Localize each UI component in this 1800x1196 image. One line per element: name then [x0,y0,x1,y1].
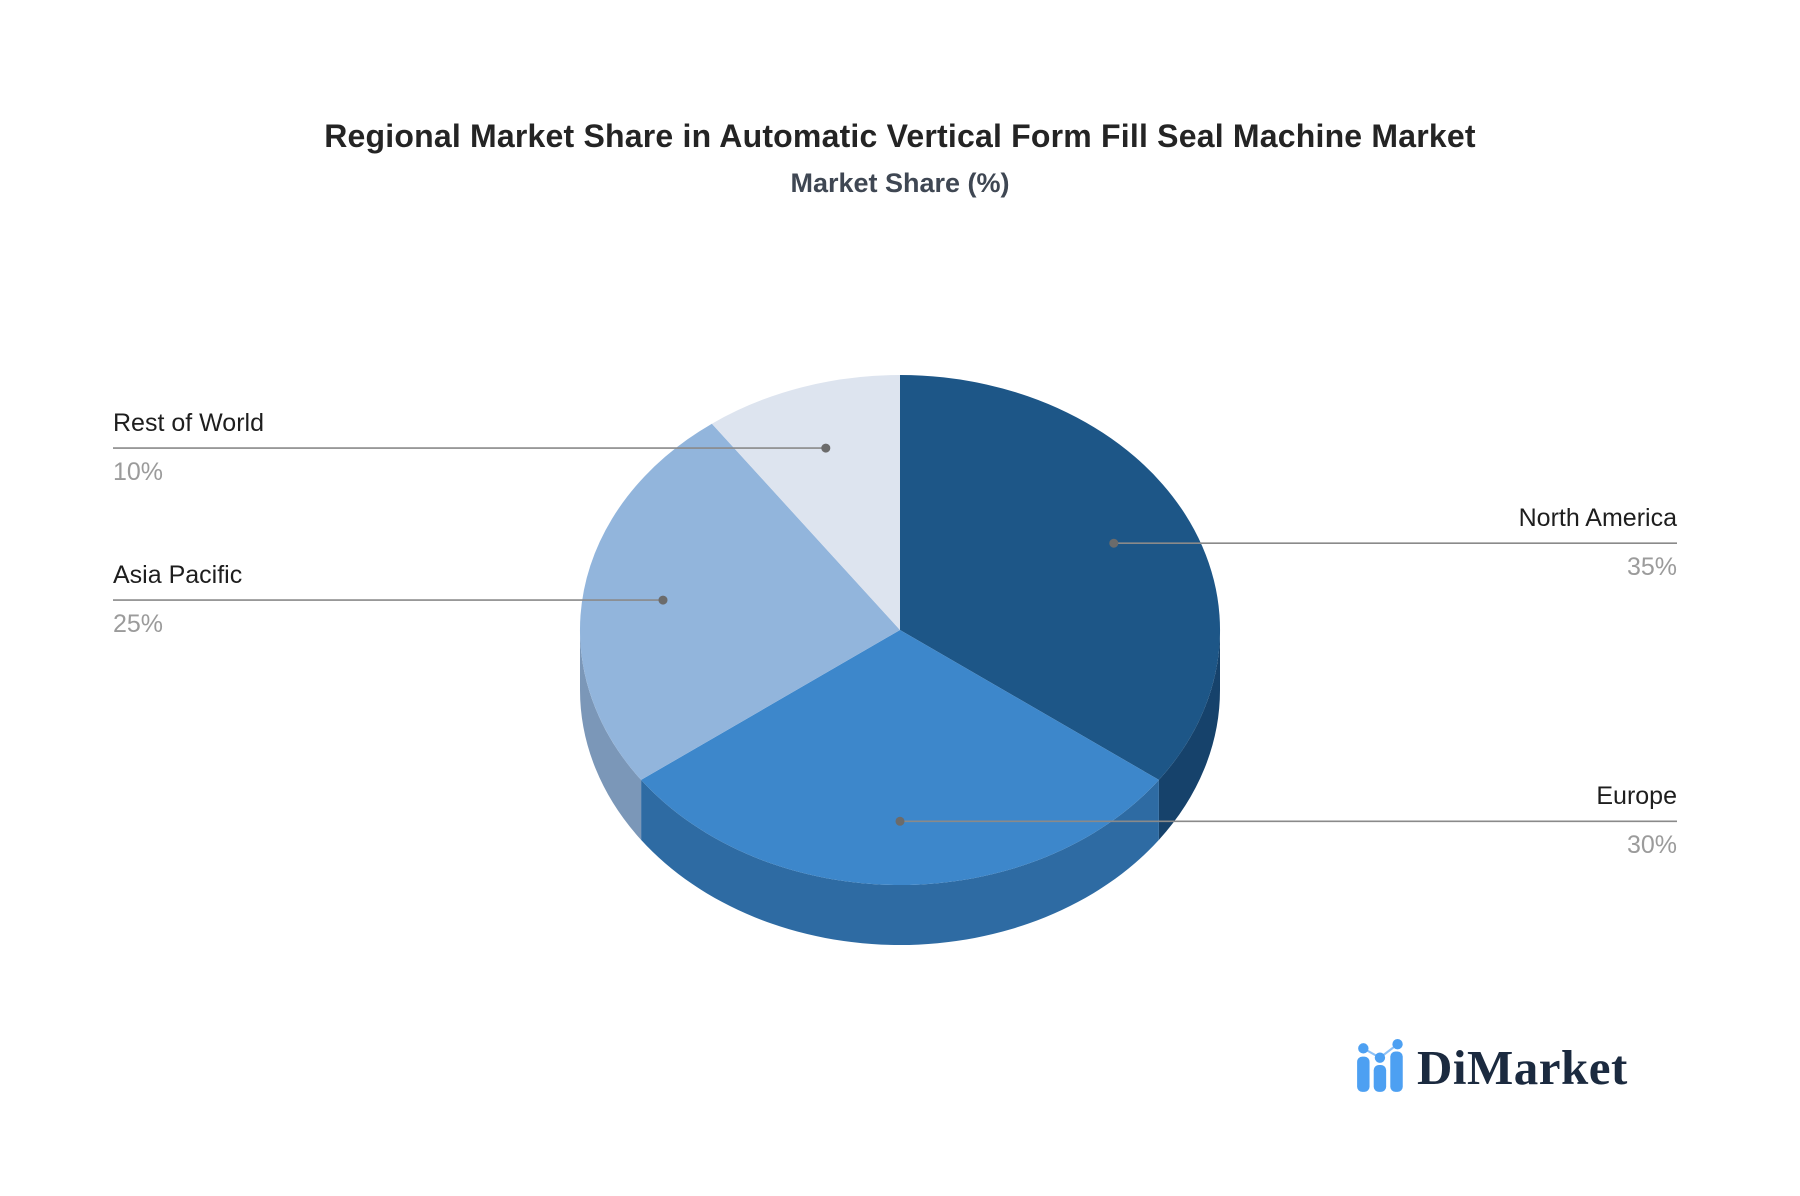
logo-bar-3 [1390,1051,1403,1092]
chart-title: Regional Market Share in Automatic Verti… [324,118,1476,154]
pie-slice-asia-pacific[interactable] [579,423,900,780]
pie-slice-side-asia-pacific[interactable] [580,630,642,840]
logo-dot-3 [1392,1039,1403,1050]
logo-bar-1 [1357,1056,1370,1092]
pie-slice-side-north-america[interactable] [1158,630,1220,840]
leader-dot-north-america [1109,538,1119,548]
brand-logo: DiMarket [1356,1038,1628,1094]
pie-slice-north-america[interactable] [900,375,1221,780]
chart-subtitle: Market Share (%) [790,168,1010,198]
leader-dot-europe [895,816,905,826]
brand-name: DiMarket [1417,1040,1628,1095]
leader-dot-asia-pacific [658,595,668,605]
bar-chart-logo-icon [1357,1039,1403,1092]
logo-dot-1 [1358,1043,1369,1054]
pie-slice-side-europe[interactable] [641,779,1159,946]
logo-dot-2 [1374,1052,1386,1063]
leader-dot-rest-of-world [821,443,831,453]
pie-slice-rest-of-world[interactable] [711,375,900,630]
logo-bar-2 [1373,1064,1387,1092]
